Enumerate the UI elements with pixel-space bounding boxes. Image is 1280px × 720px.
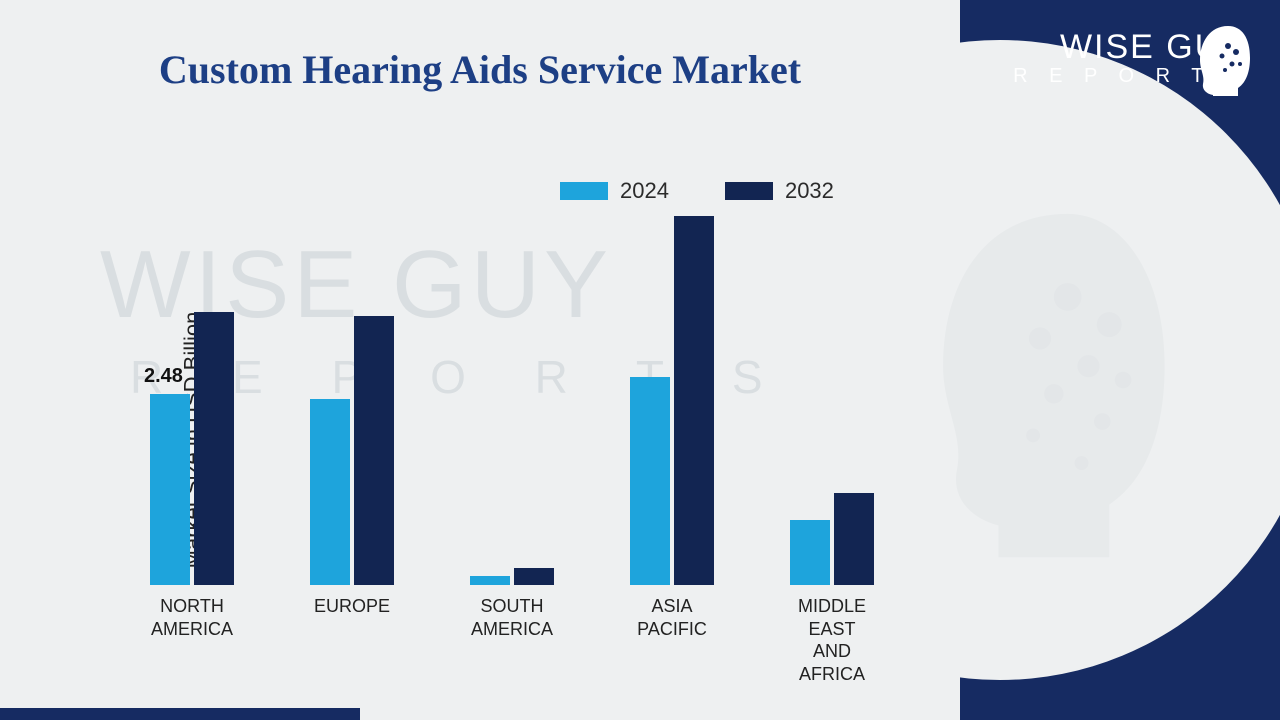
bar-2032-mea [834,493,874,585]
category-label-na: NORTHAMERICA [122,595,262,640]
bar-group-mea [790,185,890,585]
category-label-sa: SOUTHAMERICA [442,595,582,640]
bar-2024-sa [470,576,510,585]
bar-group-eu [310,185,410,585]
value-label-2024-na: 2.48 [144,365,183,388]
bar-2032-sa [514,568,554,585]
bar-group-ap [630,185,730,585]
bar-2032-ap [674,216,714,585]
chart-area: Market Size in USD Billion 2.48NORTHAMER… [100,185,960,695]
category-label-mea: MIDDLEEASTANDAFRICA [762,595,902,685]
category-label-eu: EUROPE [282,595,422,618]
bar-2024-mea [790,520,830,585]
plot-area: 2.48NORTHAMERICAEUROPESOUTHAMERICAASIAPA… [140,185,960,585]
chart-title: Custom Hearing Aids Service Market [0,46,960,93]
bar-2024-ap [630,377,670,585]
brand-logo: WISE GUY R E P O R T S [1013,28,1246,88]
canvas: WISE GUY R E P O R T S Custom Hearing Ai… [0,0,1280,720]
bar-2032-eu [354,316,394,585]
bar-2024-na [150,394,190,585]
bar-group-sa [470,185,570,585]
logo-head-icon [1192,24,1252,96]
bar-2024-eu [310,399,350,585]
bar-2032-na [194,312,234,585]
bottom-accent-stripe [0,708,360,720]
category-label-ap: ASIAPACIFIC [602,595,742,640]
bar-group-na: 2.48 [150,185,250,585]
